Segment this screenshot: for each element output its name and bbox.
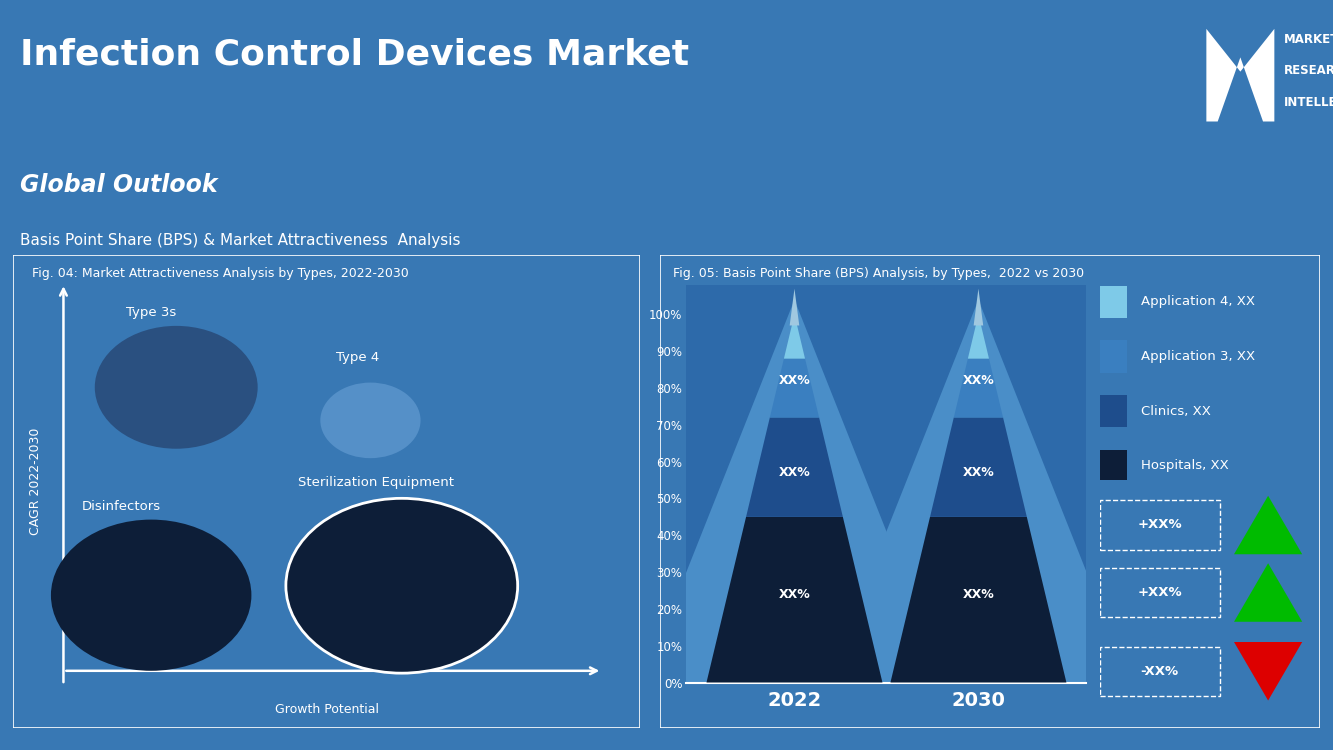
Text: +XX%: +XX% — [1137, 518, 1182, 532]
Text: Disinfectors: Disinfectors — [83, 500, 161, 512]
Text: Type 3s: Type 3s — [127, 306, 176, 319]
Polygon shape — [789, 289, 800, 326]
Polygon shape — [1206, 28, 1274, 122]
Text: Clinics, XX: Clinics, XX — [1141, 405, 1210, 418]
Text: XX%: XX% — [962, 466, 994, 479]
Text: +XX%: +XX% — [1137, 586, 1182, 599]
FancyBboxPatch shape — [1100, 340, 1126, 373]
Text: Basis Point Share (BPS) & Market Attractiveness  Analysis: Basis Point Share (BPS) & Market Attract… — [20, 232, 460, 248]
Polygon shape — [973, 289, 984, 326]
Polygon shape — [890, 517, 1066, 682]
FancyBboxPatch shape — [1100, 395, 1126, 427]
Text: MARKET: MARKET — [1284, 33, 1333, 46]
Text: Application 4, XX: Application 4, XX — [1141, 296, 1256, 308]
Text: XX%: XX% — [962, 374, 994, 387]
Ellipse shape — [285, 498, 517, 674]
Text: Global Outlook: Global Outlook — [20, 172, 217, 196]
Text: Type 4: Type 4 — [336, 351, 379, 364]
Polygon shape — [954, 358, 1002, 418]
Text: XX%: XX% — [778, 466, 810, 479]
Polygon shape — [1234, 563, 1302, 622]
Text: Fig. 04: Market Attractiveness Analysis by Types, 2022-2030: Fig. 04: Market Attractiveness Analysis … — [32, 267, 409, 280]
Text: Growth Potential: Growth Potential — [275, 703, 379, 715]
Ellipse shape — [51, 520, 252, 670]
Text: XX%: XX% — [778, 374, 810, 387]
Polygon shape — [706, 517, 882, 682]
FancyBboxPatch shape — [1100, 450, 1126, 482]
Polygon shape — [746, 418, 842, 517]
Text: RESEARCH: RESEARCH — [1284, 64, 1333, 77]
FancyBboxPatch shape — [1100, 286, 1126, 318]
Text: Infection Control Devices Market: Infection Control Devices Market — [20, 38, 689, 71]
Polygon shape — [968, 314, 989, 358]
Text: Application 3, XX: Application 3, XX — [1141, 350, 1256, 363]
Polygon shape — [643, 300, 946, 682]
Text: Sterilization Equipment: Sterilization Equipment — [299, 476, 455, 489]
Ellipse shape — [95, 326, 257, 448]
Polygon shape — [770, 358, 818, 418]
Text: Hospitals, XX: Hospitals, XX — [1141, 459, 1229, 472]
Polygon shape — [1234, 642, 1302, 700]
Polygon shape — [826, 300, 1130, 682]
Polygon shape — [784, 314, 805, 358]
Text: -XX%: -XX% — [1141, 664, 1178, 678]
Text: XX%: XX% — [962, 588, 994, 601]
Text: CAGR 2022-2030: CAGR 2022-2030 — [29, 428, 41, 536]
Text: Fig. 05: Basis Point Share (BPS) Analysis, by Types,  2022 vs 2030: Fig. 05: Basis Point Share (BPS) Analysi… — [673, 267, 1084, 280]
Text: XX%: XX% — [778, 588, 810, 601]
Polygon shape — [930, 418, 1026, 517]
Ellipse shape — [320, 382, 420, 458]
Text: INTELLECT: INTELLECT — [1284, 96, 1333, 109]
Polygon shape — [1234, 496, 1302, 554]
